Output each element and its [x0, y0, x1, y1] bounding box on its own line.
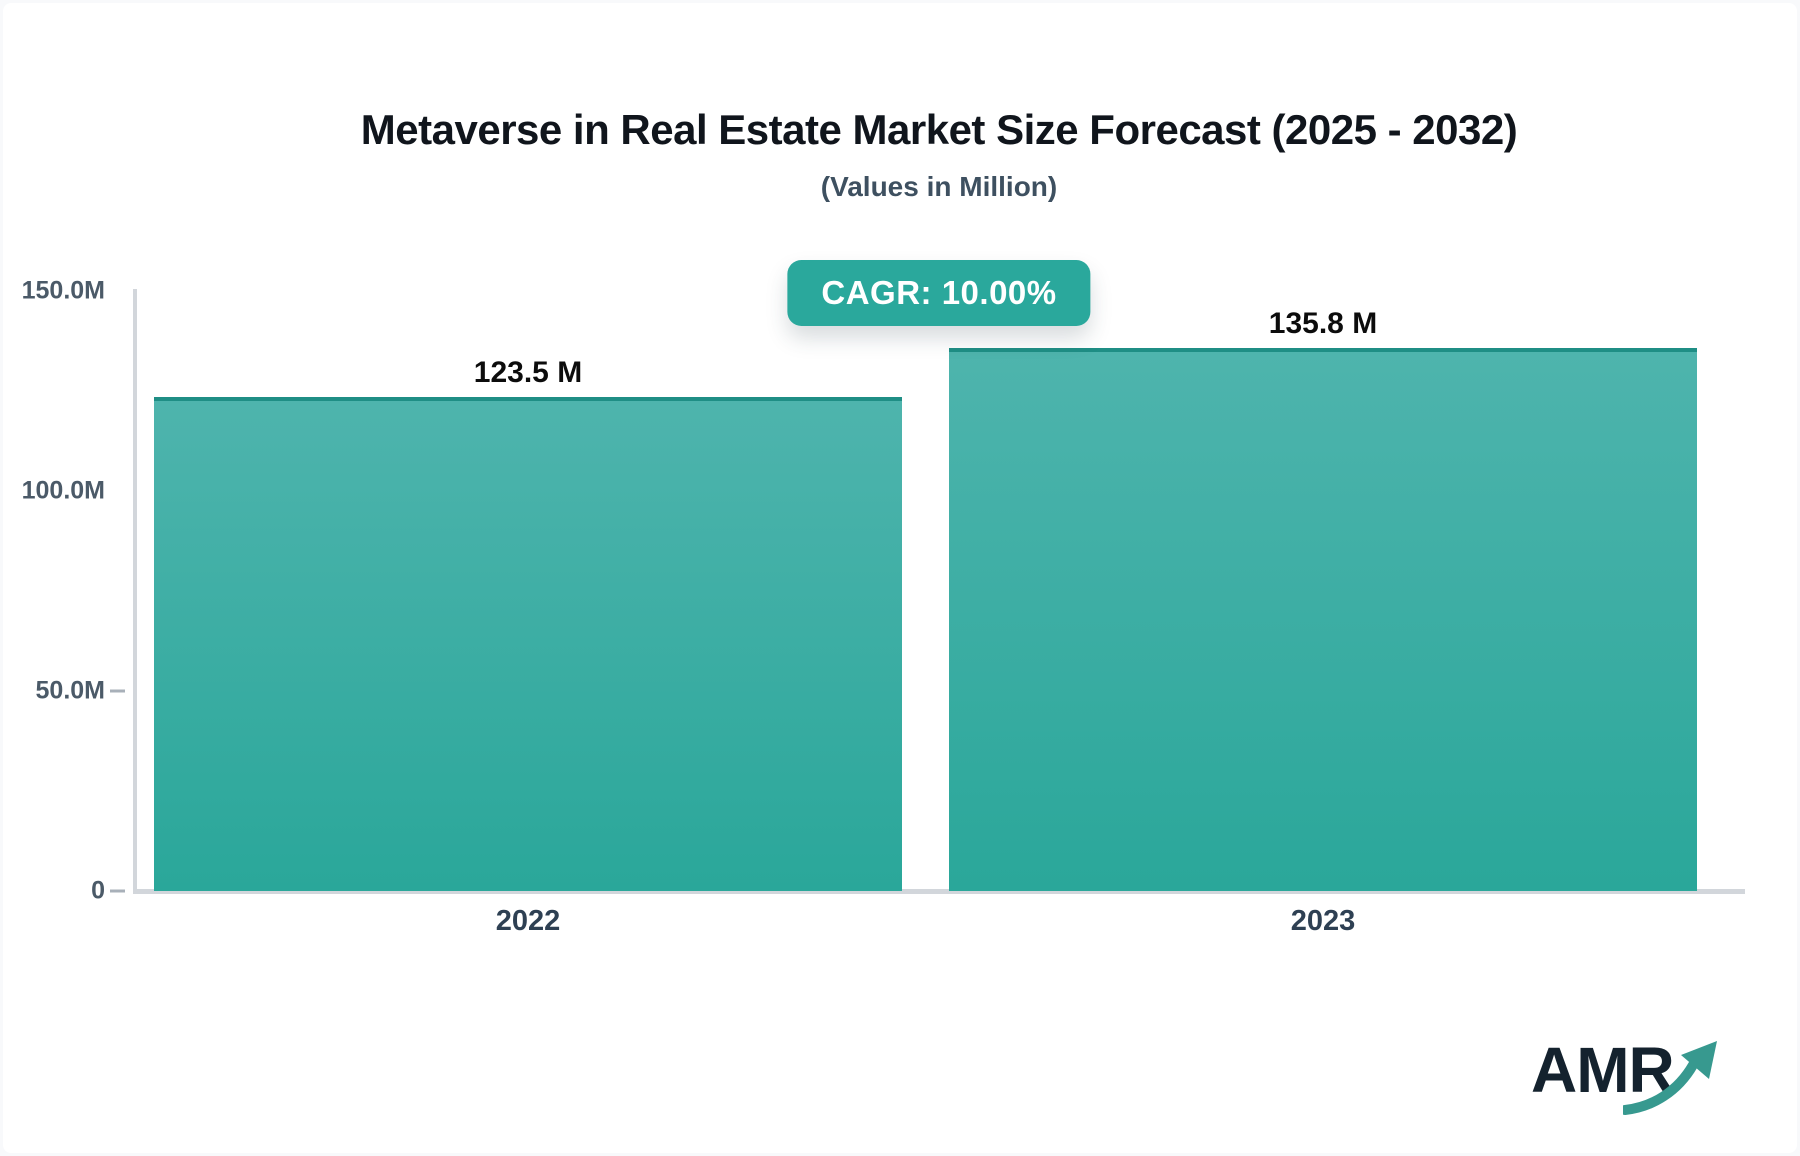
- amr-logo-text: AMR: [1531, 1034, 1675, 1106]
- y-tick-label: 100.0M: [21, 476, 105, 505]
- y-tick-label: 50.0M: [35, 676, 105, 705]
- chart-title: Metaverse in Real Estate Market Size For…: [360, 106, 1518, 153]
- x-axis-label: 2022: [495, 905, 561, 937]
- amr-logo: AMR: [1531, 1033, 1721, 1117]
- cagr-badge: CAGR: 10.00%: [787, 260, 1091, 326]
- y-tick-dash: [110, 889, 125, 893]
- y-tick-label: 150.0M: [21, 276, 105, 305]
- trend-up-arrow-icon: [1623, 1041, 1717, 1115]
- x-axis-line: [133, 889, 1745, 894]
- bar-value-label: 123.5 M: [473, 356, 583, 389]
- y-tick-label: 0: [91, 876, 105, 905]
- cagr-badge-label: CAGR: 10.00%: [821, 274, 1057, 311]
- y-axis-line: [133, 289, 137, 893]
- y-tick-dash: [110, 689, 125, 693]
- chart-card: Metaverse in Real Estate Market Size For…: [3, 3, 1797, 1153]
- bar-chart-plot: 150.0M 100.0M 50.0M 0 123.5 M 2022 135.8 M 202…: [3, 3, 1797, 1153]
- chart-subtitle: (Values in Million): [820, 171, 1058, 202]
- x-axis-label: 2023: [1290, 905, 1356, 937]
- bar-2022: [154, 397, 902, 891]
- bar-2023: [949, 347, 1697, 891]
- bar-value-label: 135.8 M: [1268, 306, 1378, 340]
